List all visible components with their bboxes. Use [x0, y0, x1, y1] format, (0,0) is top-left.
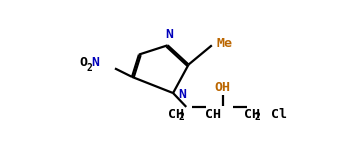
Text: CH: CH	[168, 108, 185, 121]
Text: N: N	[178, 88, 187, 101]
Text: N: N	[92, 56, 99, 69]
Text: 2: 2	[86, 63, 92, 73]
Text: OH: OH	[215, 81, 231, 94]
Text: 2: 2	[178, 112, 185, 122]
Text: CH: CH	[205, 108, 221, 121]
Text: 2: 2	[255, 112, 260, 122]
Text: Cl: Cl	[272, 108, 287, 121]
Text: N: N	[165, 28, 173, 41]
Text: O: O	[79, 56, 87, 69]
Text: Me: Me	[216, 37, 233, 50]
Text: CH: CH	[244, 108, 260, 121]
